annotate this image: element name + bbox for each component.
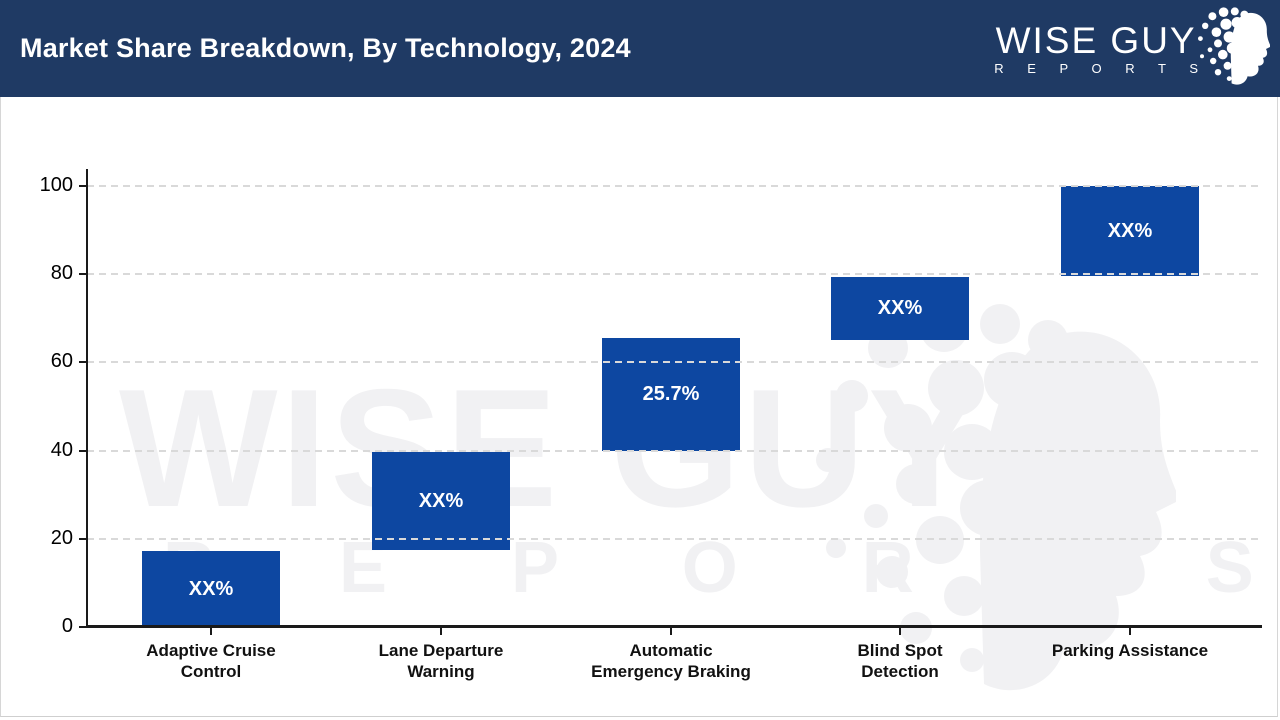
bar-parking-assistance: XX%: [1061, 186, 1199, 277]
x-tick-mark: [440, 627, 442, 635]
watermark-head-icon: [816, 304, 1176, 691]
y-tick-mark: [79, 626, 87, 628]
x-axis: [86, 625, 1262, 628]
bar-value-label: 25.7%: [642, 383, 700, 406]
brand-logo: WISE GUY R E P O R T S: [984, 0, 1270, 97]
head-profile-icon: [1198, 6, 1270, 85]
brand-logo-text: WISE GUY R E P O R T S: [984, 22, 1208, 75]
y-axis: [86, 169, 88, 628]
y-tick-label: 40: [50, 438, 73, 461]
brand-logo-name: WISE GUY: [995, 20, 1197, 61]
y-tick-label: 100: [39, 174, 73, 196]
y-tick-mark: [79, 273, 87, 276]
y-tick-mark: [79, 537, 87, 540]
x-tick-mark: [899, 627, 901, 635]
bar-value-label: XX%: [877, 297, 923, 320]
header-bar: Market Share Breakdown, By Technology, 2…: [0, 0, 1280, 97]
page-title: Market Share Breakdown, By Technology, 2…: [20, 33, 631, 63]
x-tick-mark: [210, 627, 212, 635]
bar-blind-spot-detection: XX%: [831, 277, 969, 340]
y-tick-mark: [79, 185, 87, 187]
category-label: Parking Assistance: [1051, 641, 1209, 660]
y-tick-label: 80: [50, 262, 73, 285]
x-tick-mark: [1129, 627, 1131, 635]
x-tick-mark: [670, 627, 672, 635]
y-tick-mark: [79, 361, 87, 364]
gridline: [87, 449, 1262, 452]
gridline: [87, 361, 1262, 364]
bar-lane-departure-warning: XX%: [372, 452, 510, 551]
category-label: Adaptive Cruise Control: [146, 641, 276, 681]
y-tick-label: 20: [50, 526, 73, 549]
brand-logo-subtitle: R E P O R T S: [994, 61, 1208, 76]
bar-automatic-emergency-braking: 25.7%: [602, 338, 740, 452]
gridline: [87, 273, 1262, 276]
bar-adaptive-cruise-control: XX%: [142, 551, 280, 627]
watermark-text: WISE GUY: [119, 354, 984, 542]
category-label: Automatic Emergency Braking: [591, 641, 751, 681]
y-tick-label: 0: [61, 615, 73, 637]
bar-value-label: XX%: [188, 577, 234, 600]
gridline: [87, 185, 1262, 187]
gridline: [87, 537, 1262, 540]
y-tick-label: 60: [50, 350, 73, 373]
y-tick-mark: [79, 449, 87, 452]
category-label: Lane Departure Warning: [378, 641, 504, 681]
bar-value-label: XX%: [1107, 219, 1153, 242]
category-label: Blind Spot Detection: [857, 641, 943, 681]
bar-value-label: XX%: [418, 489, 464, 512]
